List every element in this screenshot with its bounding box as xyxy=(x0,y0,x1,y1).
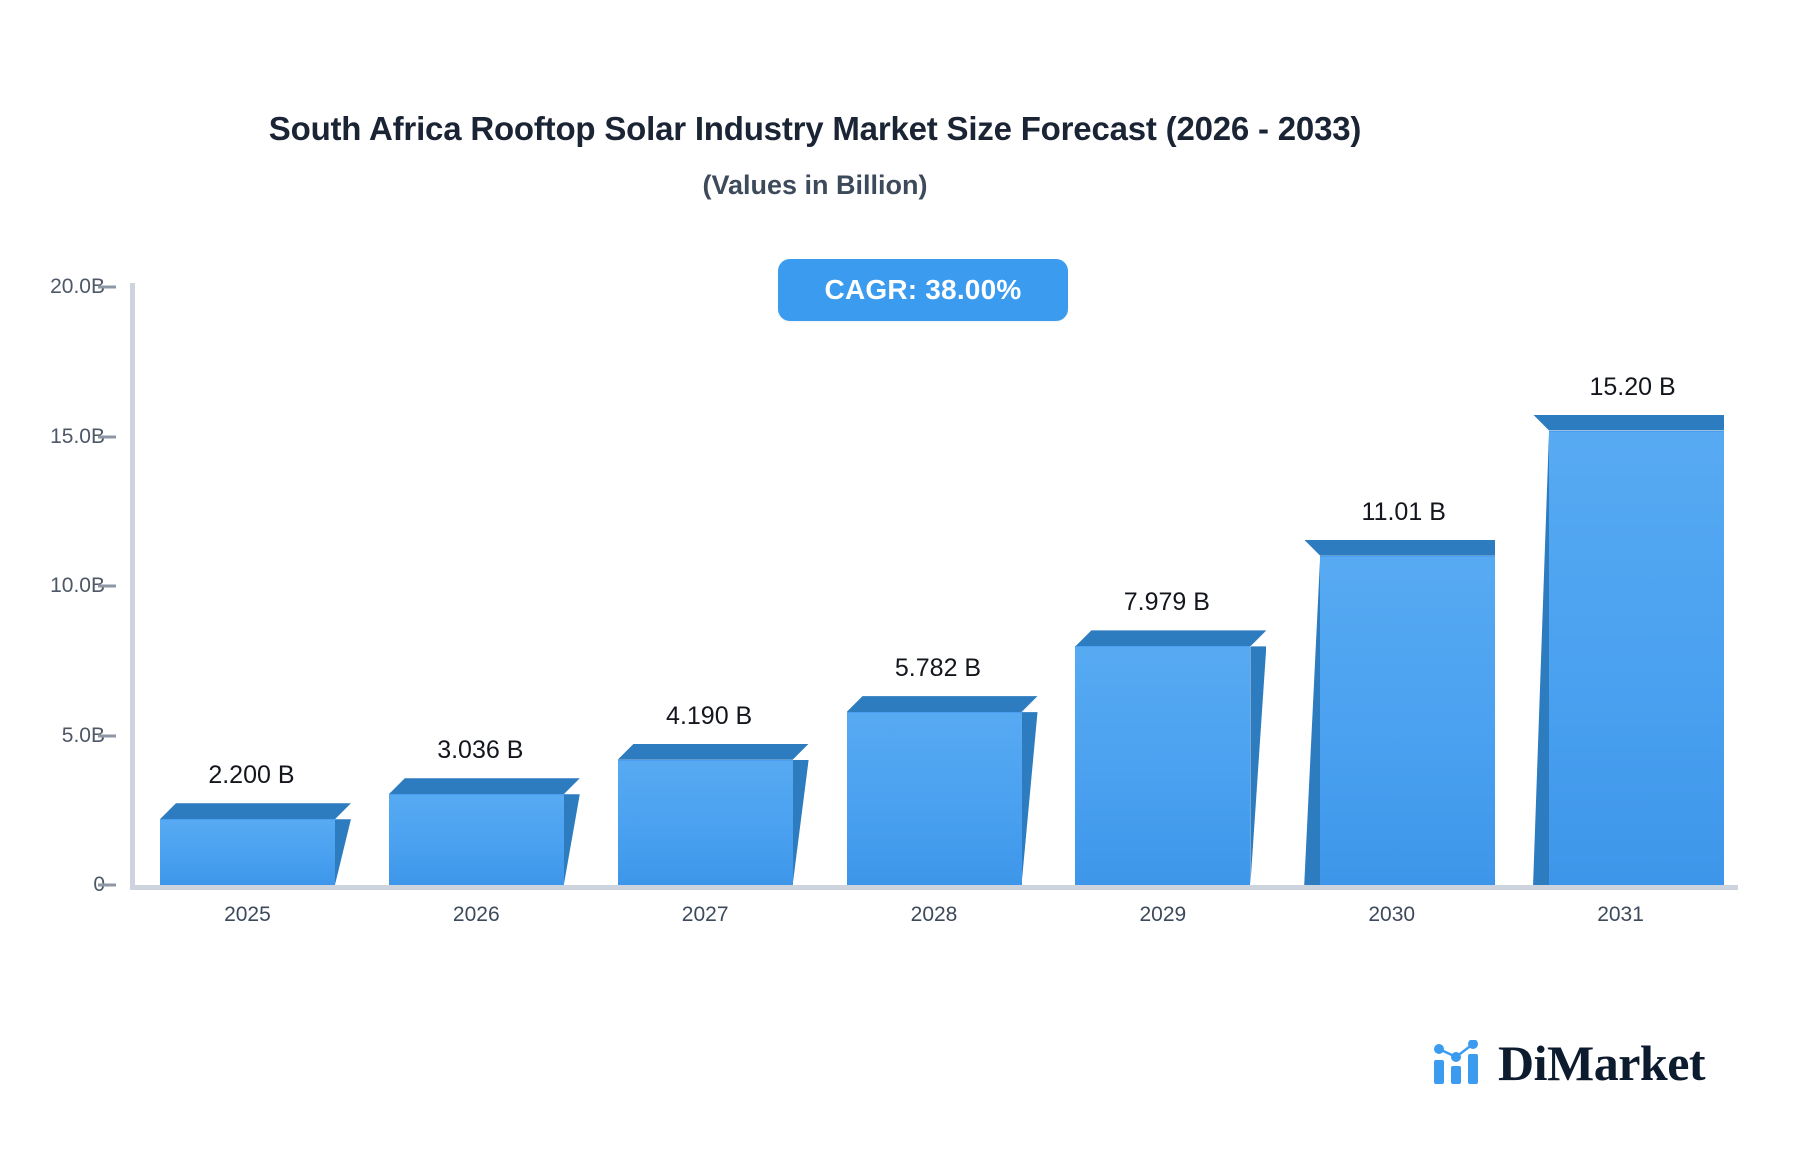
bar-top-face xyxy=(846,696,1038,713)
bar-2031[interactable] xyxy=(1533,414,1725,885)
chart-subtitle: (Values in Billion) xyxy=(702,170,928,200)
bar-value-label: 4.190 B xyxy=(666,701,753,730)
brand-name: DiMarket xyxy=(1498,1035,1706,1091)
bar-front-face xyxy=(1075,646,1251,885)
y-tick-mark xyxy=(98,883,116,887)
bar-side-face xyxy=(334,819,351,885)
y-tick-mark xyxy=(98,584,116,588)
x-tick-label: 2031 xyxy=(1597,903,1644,926)
bar-value-label: 7.979 B xyxy=(1123,588,1210,617)
bar-front-face xyxy=(1549,430,1725,885)
bar-top-face xyxy=(159,803,351,820)
bar-2030[interactable] xyxy=(1304,539,1496,885)
bar-chart-icon xyxy=(1432,1039,1484,1086)
bar-2025[interactable] xyxy=(159,803,351,885)
x-tick-label: 2025 xyxy=(224,903,271,926)
bar-value-label: 5.782 B xyxy=(894,654,982,683)
y-tick-mark xyxy=(98,435,116,438)
bar-side-face xyxy=(1304,555,1321,885)
bar-top-face xyxy=(1533,414,1725,431)
bar-front-face xyxy=(846,712,1022,885)
x-tick-label: 2028 xyxy=(910,903,958,926)
bar-value-label: 3.036 B xyxy=(437,736,524,765)
cagr-badge-label: CAGR: 38.00% xyxy=(824,274,1022,305)
bar-value-label: 15.20 B xyxy=(1589,372,1676,401)
bar-side-face xyxy=(1021,712,1038,885)
y-tick-label: 20.0B xyxy=(50,275,105,298)
bar-front-face xyxy=(388,794,564,885)
y-tick-label: 15.0B xyxy=(50,424,105,448)
bar-value-label: 2.200 B xyxy=(208,761,295,790)
y-tick-mark xyxy=(98,285,116,289)
bar-side-face xyxy=(792,759,809,885)
bar-2026[interactable] xyxy=(388,778,580,885)
bar-2028[interactable] xyxy=(846,696,1038,885)
bar-2029[interactable] xyxy=(1075,630,1267,885)
x-tick-label: 2030 xyxy=(1368,903,1416,926)
cagr-badge: CAGR: 38.00% xyxy=(778,259,1068,321)
brand-logo: DiMarket xyxy=(1432,1035,1706,1091)
x-tick-label: 2029 xyxy=(1139,903,1187,926)
bar-front-face xyxy=(617,759,793,885)
x-axis-line xyxy=(130,885,1738,890)
bar-value-label: 11.01 B xyxy=(1361,497,1446,526)
chart-title: South Africa Rooftop Solar Industry Mark… xyxy=(268,110,1362,147)
bar-side-face xyxy=(1250,646,1267,885)
bar-front-face xyxy=(159,819,335,885)
bar-top-face xyxy=(1075,630,1267,647)
bar-2027[interactable] xyxy=(617,743,809,885)
x-tick-label: 2026 xyxy=(452,903,500,926)
bar-side-face xyxy=(1533,430,1550,885)
bar-top-face xyxy=(617,743,809,760)
y-axis-line xyxy=(130,283,135,890)
y-tick-label: 5.0B xyxy=(61,723,105,747)
y-tick-label: 10.0B xyxy=(50,574,105,597)
bar-front-face xyxy=(1320,555,1496,885)
bar-top-face xyxy=(1304,539,1496,556)
bar-side-face xyxy=(563,794,580,885)
bar-top-face xyxy=(388,778,580,795)
y-tick-mark xyxy=(98,734,116,737)
x-tick-label: 2027 xyxy=(681,903,729,926)
